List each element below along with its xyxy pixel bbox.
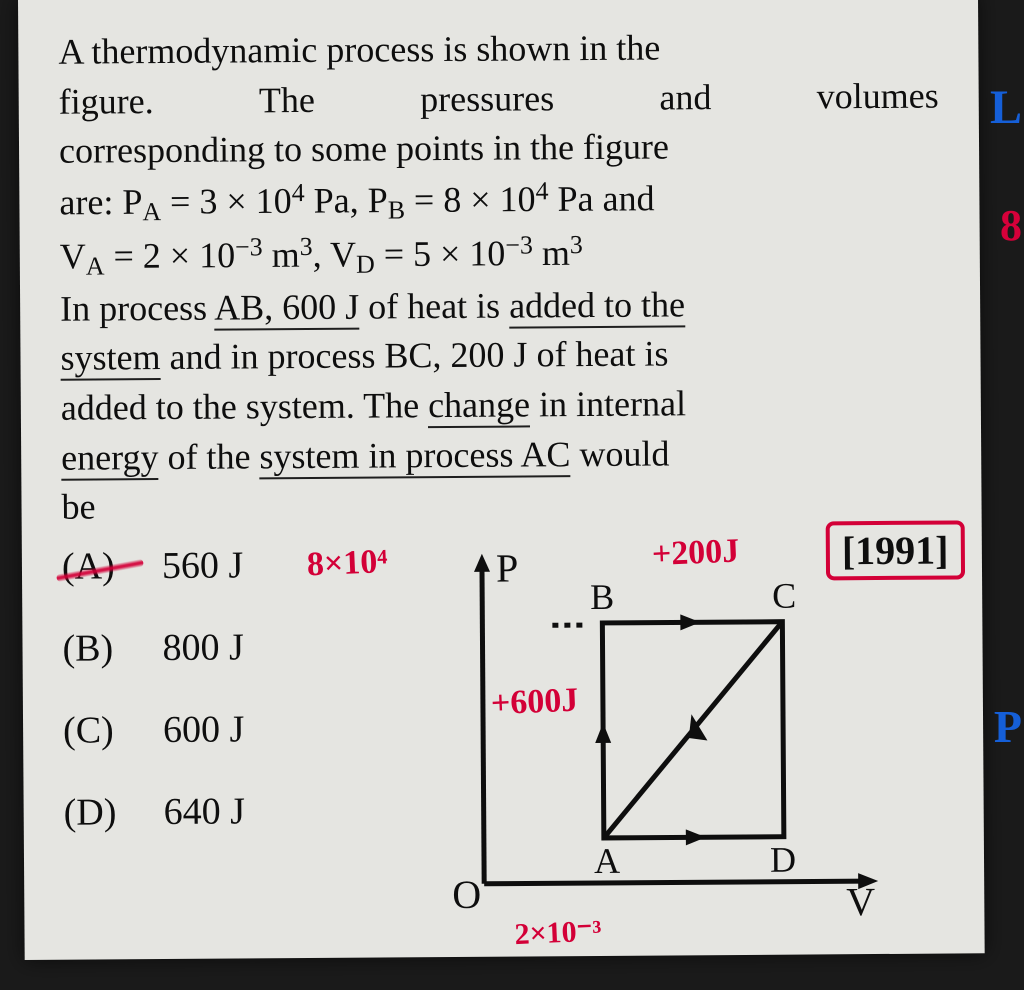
p-axis-arrow-icon: [474, 554, 490, 572]
q5s2: D: [356, 250, 375, 279]
q5p1: −3: [235, 232, 263, 261]
q9u1: energy: [61, 437, 159, 481]
q-w-figure: figure.: [59, 77, 154, 127]
q5a: V: [60, 236, 86, 276]
q-line-9: energy of the system in process AC would: [61, 427, 941, 483]
label-o: O: [452, 872, 481, 917]
q6u1: AB, 600 J: [214, 286, 359, 330]
label-p: P: [496, 551, 519, 591]
hand-p-axis-value: 8×10⁴: [306, 543, 388, 584]
options-area: (A) 560 J (B) 800 J (C) 600 J (D) 640 J …: [62, 541, 944, 834]
edge-frag-top: L: [990, 80, 1022, 135]
q4p1: 4: [292, 178, 305, 207]
label-c: C: [772, 576, 796, 616]
arrow-ab-icon: [595, 723, 611, 743]
q-line-1: A thermodynamic process is shown in the: [58, 22, 938, 78]
arrow-ad-icon: [686, 829, 706, 845]
option-a-value: 560 J: [162, 546, 244, 588]
q4a: are: P: [59, 182, 142, 223]
question-text: A thermodynamic process is shown in the …: [58, 22, 942, 533]
q9b: would: [570, 433, 669, 474]
q-line-4: are: PA = 3 × 104 Pa, PB = 8 × 104 Pa an…: [59, 171, 939, 231]
q-line-2: figure. The pressures and volumes: [59, 71, 939, 127]
label-b: B: [590, 577, 614, 617]
q4d: = 8 × 10: [405, 179, 536, 220]
q4p2: 4: [535, 176, 548, 205]
q4b: = 3 × 10: [161, 181, 292, 222]
q4c: Pa, P: [305, 180, 388, 221]
q5p2: 3: [300, 232, 313, 261]
q-line-3: corresponding to some points in the figu…: [59, 121, 939, 177]
q5p4: 3: [570, 230, 583, 259]
q5d: , V: [313, 234, 357, 274]
q8b: in internal: [530, 383, 686, 424]
q4s2: B: [388, 195, 405, 224]
pv-diagram: P O V A B C D: [442, 551, 885, 924]
q-line-7: system and in process BC, 200 J of heat …: [60, 328, 940, 384]
q5c: m: [263, 235, 300, 275]
q8u1: change: [428, 385, 530, 429]
p-axis: [482, 564, 484, 884]
page-surface: A thermodynamic process is shown in the …: [18, 0, 985, 960]
q7a: and in process BC, 200 J of heat is: [160, 334, 668, 378]
label-v: V: [846, 879, 875, 924]
q9a: of the: [158, 436, 259, 477]
q5f: m: [533, 233, 570, 273]
q-w-volumes: volumes: [816, 71, 938, 122]
option-c-value: 600 J: [163, 709, 245, 751]
hand-bottom-fragment: 2×10⁻³: [514, 913, 602, 952]
q-w-the: The: [259, 76, 315, 126]
option-d-letter: (D): [64, 792, 140, 834]
q-line-6: In process AB, 600 J of heat is added to…: [60, 278, 940, 334]
edge-frag-mid: 8: [1000, 200, 1022, 251]
option-b-letter: (B): [62, 628, 138, 670]
q4e: Pa and: [548, 178, 654, 219]
q5e: = 5 × 10: [375, 233, 506, 274]
q-line-8: added to the system. The change in inter…: [61, 378, 941, 434]
q5b: = 2 × 10: [104, 235, 235, 276]
q8a: added to the system. The: [61, 385, 429, 428]
q9u2: system in process AC: [259, 434, 570, 479]
v-axis: [484, 881, 864, 884]
option-d-value: 640 J: [164, 791, 246, 833]
q6u2: added to the: [509, 284, 685, 328]
edge-frag-low: P: [994, 700, 1022, 753]
q4s1: A: [142, 197, 161, 226]
q6a: In process: [60, 287, 214, 328]
q6b: of heat is: [359, 285, 509, 326]
label-d: D: [770, 840, 796, 880]
q7u1: system: [60, 337, 160, 381]
q-line-10: be: [61, 477, 941, 533]
arrow-bc-icon: [680, 614, 700, 630]
q-w-and: and: [659, 73, 711, 123]
label-a: A: [594, 841, 620, 881]
q5p3: −3: [505, 230, 533, 259]
q-w-pressures: pressures: [420, 74, 554, 125]
option-b-value: 800 J: [162, 627, 244, 669]
q-line-5: VA = 2 × 10−3 m3, VD = 5 × 10−3 m3: [60, 224, 940, 284]
option-c-letter: (C): [63, 710, 139, 752]
option-a-letter: (A): [62, 546, 138, 588]
q5s1: A: [86, 251, 105, 280]
